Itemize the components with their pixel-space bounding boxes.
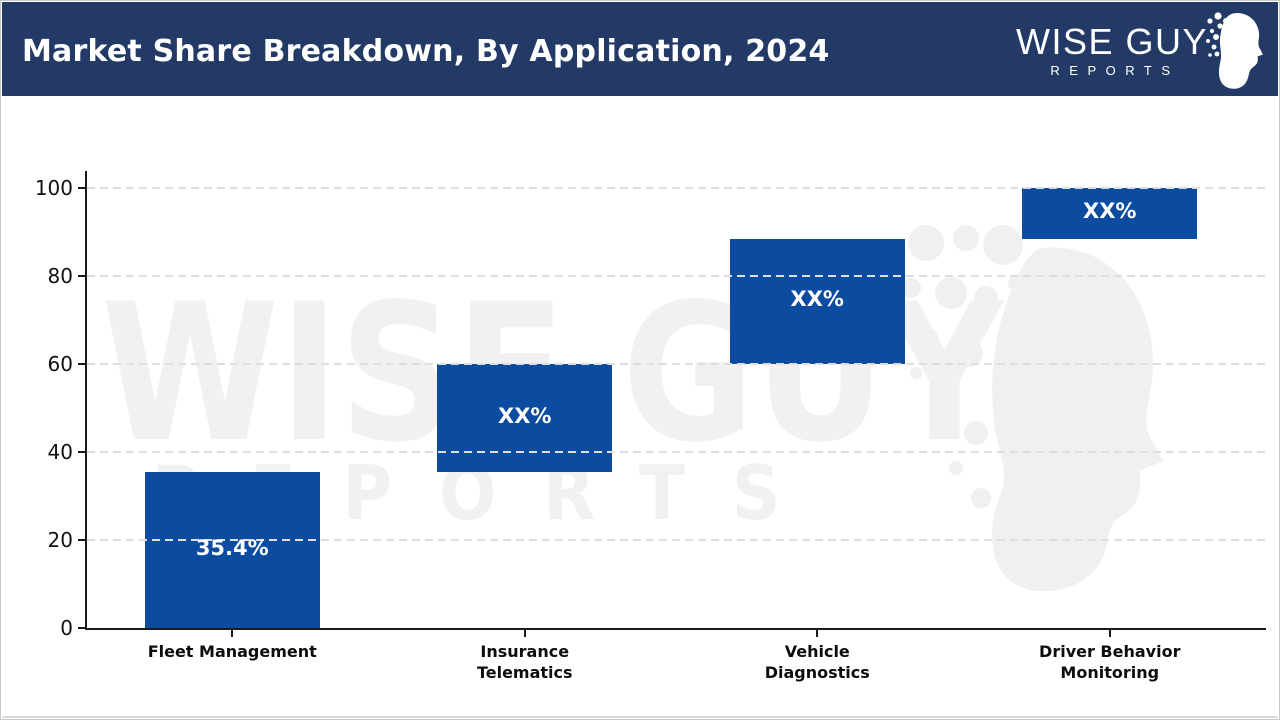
bottom-border-line xyxy=(2,716,1278,718)
page-title: Market Share Breakdown, By Application, … xyxy=(22,33,830,69)
x-category-label-line: Fleet Management xyxy=(147,642,317,661)
bar-value-label-2: XX% xyxy=(790,287,844,312)
logo-wordmark: WISE GUY REPORTS xyxy=(1015,21,1208,79)
y-tick-label-100: 100 xyxy=(34,176,73,200)
x-tick-mark-3 xyxy=(1108,630,1111,637)
y-tick-label-60: 60 xyxy=(47,352,73,376)
x-category-label-line: Monitoring xyxy=(1060,663,1160,682)
x-category-label-line: Vehicle xyxy=(784,642,850,661)
header-bar: Market Share Breakdown, By Application, … xyxy=(2,2,1278,96)
gridline-100 xyxy=(87,187,1265,189)
y-tick-label-0: 0 xyxy=(60,616,73,640)
y-tick-mark-60 xyxy=(78,363,85,365)
watermark-face-icon xyxy=(896,225,1163,592)
bar-value-label-3: XX% xyxy=(1083,199,1137,224)
x-category-label-line: Diagnostics xyxy=(764,663,870,682)
brand-logo: WISE GUY REPORTS xyxy=(1016,8,1266,92)
x-tick-mark-0 xyxy=(231,630,234,637)
bar-value-label-0: 35.4% xyxy=(195,536,269,561)
bar-1 xyxy=(437,364,613,473)
x-category-label-line: Insurance xyxy=(480,642,570,661)
y-tick-mark-20 xyxy=(78,539,85,541)
logo-wordmark-text: WISE GUY xyxy=(1015,21,1208,62)
bar-3 xyxy=(1022,188,1198,239)
gridline-80 xyxy=(87,275,1265,277)
y-tick-label-80: 80 xyxy=(47,264,73,288)
y-tick-mark-40 xyxy=(78,451,85,453)
x-category-label-0: Fleet Management xyxy=(86,641,378,662)
y-tick-mark-80 xyxy=(78,275,85,277)
bar-value-label-1: XX% xyxy=(498,404,552,429)
gridline-20 xyxy=(87,539,1265,541)
logo-reports-text: REPORTS xyxy=(1050,63,1180,78)
x-tick-mark-2 xyxy=(816,630,819,637)
y-tick-label-20: 20 xyxy=(47,528,73,552)
y-tick-label-40: 40 xyxy=(47,440,73,464)
x-category-label-3: Driver Behavior Monitoring xyxy=(964,641,1256,683)
gridline-40 xyxy=(87,451,1265,453)
bar-2 xyxy=(729,238,905,364)
x-category-label-2: Vehicle Diagnostics xyxy=(671,641,963,683)
x-category-label-1: Insurance Telematics xyxy=(379,641,671,683)
y-tick-mark-0 xyxy=(78,627,85,629)
y-axis-line xyxy=(85,171,87,630)
x-tick-mark-1 xyxy=(523,630,526,637)
gridline-60 xyxy=(87,363,1265,365)
x-category-label-line: Telematics xyxy=(476,663,573,682)
logo-face-icon xyxy=(1206,12,1263,89)
x-category-label-line: Driver Behavior xyxy=(1039,642,1181,661)
bar-0 xyxy=(144,472,320,628)
x-axis-line xyxy=(85,628,1266,630)
y-tick-mark-100 xyxy=(78,187,85,189)
